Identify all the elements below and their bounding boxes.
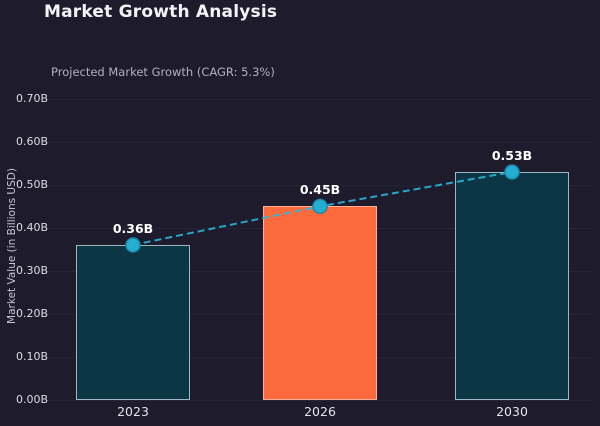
gridline — [40, 141, 592, 143]
y-tick-label: 0.50B — [15, 177, 48, 191]
bar-2030 — [455, 171, 569, 400]
x-tick-label: 2030 — [496, 404, 528, 419]
bar-2023 — [76, 244, 190, 400]
gridline — [40, 99, 592, 100]
chart-title: Market Growth Analysis — [44, 2, 278, 22]
y-tick-label: 0.60B — [15, 134, 48, 148]
value-label: 0.53B — [491, 147, 533, 163]
y-tick-label: 0.40B — [15, 220, 48, 234]
value-label: 0.36B — [112, 220, 154, 236]
gridline — [40, 399, 592, 401]
y-tick-label: 0.30B — [15, 263, 48, 277]
bar-2026 — [263, 206, 377, 400]
chart-subtitle: Projected Market Growth (CAGR: 5.3%) — [51, 65, 275, 79]
y-tick-label: 0.20B — [15, 306, 48, 320]
y-tick-label: 0.00B — [15, 392, 48, 406]
y-tick-label: 0.10B — [15, 349, 48, 363]
x-tick-label: 2023 — [117, 404, 149, 419]
y-tick-label: 0.70B — [15, 92, 48, 105]
x-tick-label: 2026 — [304, 404, 336, 419]
value-label: 0.45B — [299, 182, 341, 198]
